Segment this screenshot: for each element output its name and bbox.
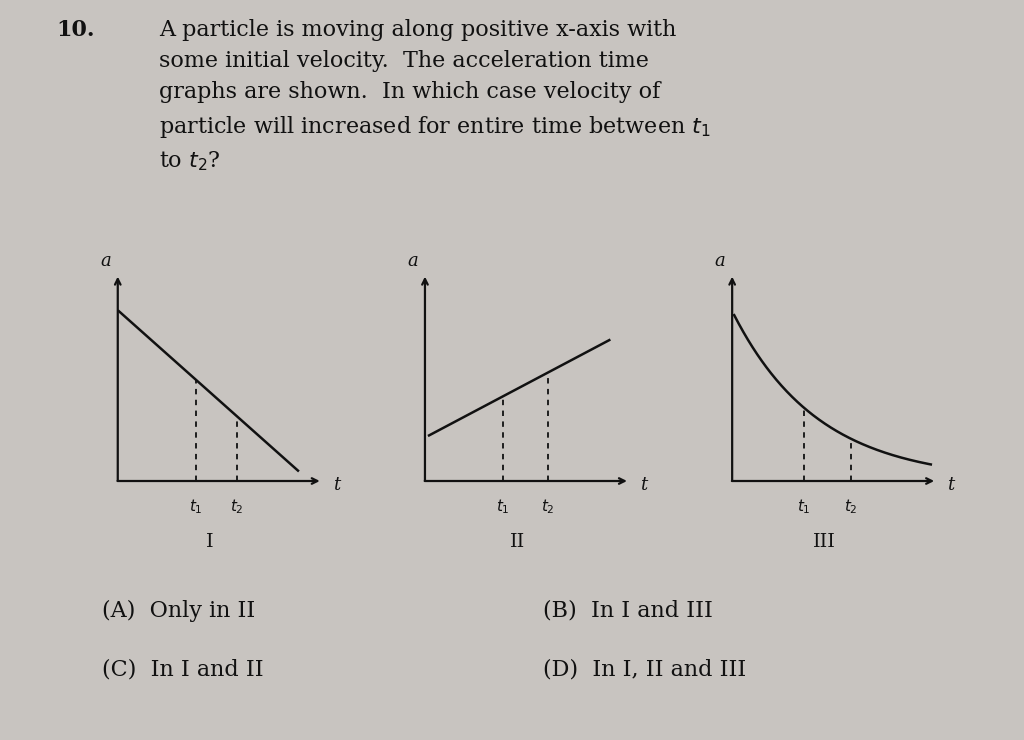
Text: (A)  Only in II: (A) Only in II	[102, 599, 256, 622]
Text: $t_2$: $t_2$	[844, 497, 858, 516]
Text: (C)  In I and II: (C) In I and II	[102, 659, 264, 681]
Text: $t_2$: $t_2$	[541, 497, 555, 516]
Text: a: a	[100, 252, 111, 270]
Text: $t_1$: $t_1$	[188, 497, 203, 516]
Text: 10.: 10.	[56, 18, 95, 41]
Text: A particle is moving along positive x-axis with
some initial velocity.  The acce: A particle is moving along positive x-ax…	[159, 18, 711, 173]
Text: $t_2$: $t_2$	[229, 497, 244, 516]
Text: I: I	[206, 533, 214, 551]
Text: $t_1$: $t_1$	[797, 497, 811, 516]
Text: (D)  In I, II and III: (D) In I, II and III	[543, 659, 745, 681]
Text: III: III	[813, 533, 836, 551]
Text: (B)  In I and III: (B) In I and III	[543, 599, 713, 622]
Text: $t_1$: $t_1$	[496, 497, 510, 516]
Text: a: a	[715, 252, 725, 270]
Text: t: t	[333, 476, 340, 494]
Text: a: a	[408, 252, 418, 270]
Text: II: II	[510, 533, 524, 551]
Text: t: t	[947, 476, 954, 494]
Text: t: t	[640, 476, 647, 494]
